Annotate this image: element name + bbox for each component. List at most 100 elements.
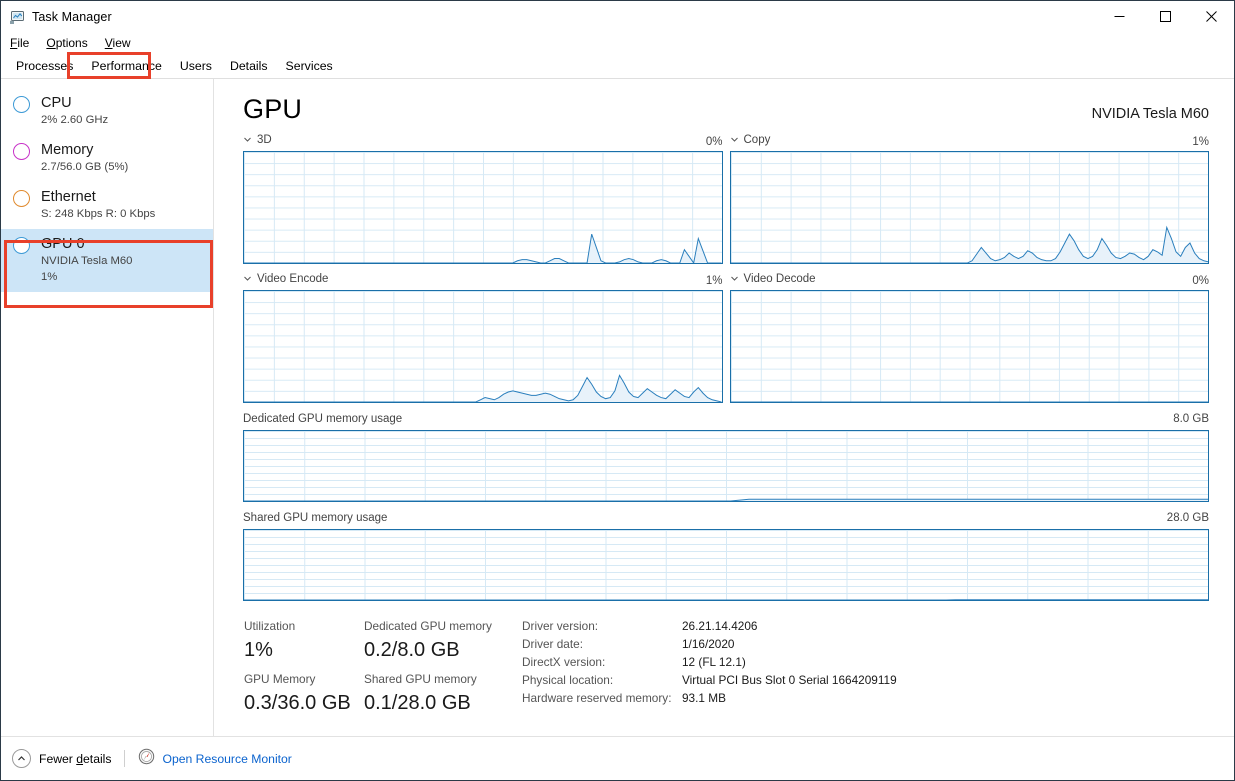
graph-video-encode[interactable] <box>243 290 723 403</box>
info-row: DirectX version: 12 (FL 12.1) <box>522 653 897 671</box>
graph-value: 1% <box>1192 135 1209 148</box>
fewer-details-button[interactable]: Fewer details <box>12 749 111 768</box>
sidebar-item-label: Ethernet <box>41 189 96 205</box>
info-key: Physical location: <box>522 673 614 687</box>
sidebar-item-label: Memory <box>41 142 94 158</box>
info-row: Physical location: Virtual PCI Bus Slot … <box>522 671 897 689</box>
graph-value: 1% <box>705 274 723 287</box>
sidebar-item-cpu[interactable]: CPU 2% 2.60 GHz <box>1 88 213 135</box>
stat-label: GPU Memory <box>244 672 316 686</box>
graph-value: 0% <box>1192 274 1209 287</box>
chevron-down-icon[interactable] <box>730 135 739 144</box>
memory-gauge-icon <box>13 143 30 160</box>
graph-plot <box>730 152 1208 263</box>
info-key: Driver version: <box>522 619 599 633</box>
gpu-header: GPU NVIDIA Tesla M60 <box>243 79 1209 125</box>
stat-label: Dedicated GPU memory <box>364 619 492 633</box>
graph-video-decode[interactable] <box>729 290 1209 403</box>
stat-value: 0.2/8.0 GB <box>364 639 460 661</box>
resource-monitor-label: Open Resource Monitor <box>162 751 292 766</box>
window-title: Task Manager <box>32 9 112 24</box>
sidebar-item-memory[interactable]: Memory 2.7/56.0 GB (5%) <box>1 135 213 182</box>
graph-label: Shared GPU memory usage <box>243 512 388 524</box>
info-key: DirectX version: <box>522 655 606 669</box>
graph-plot <box>244 431 1208 501</box>
window-controls <box>1096 1 1234 32</box>
tab-services[interactable]: Services <box>285 59 333 73</box>
gpu-stats: Utilization 1% GPU Memory 0.3/36.0 GB De… <box>243 617 1209 723</box>
task-manager-icon <box>9 9 25 25</box>
graph-grid <box>244 431 1208 501</box>
graph-grid <box>730 152 1208 263</box>
maximize-button[interactable] <box>1142 1 1188 32</box>
sidebar-item-label: CPU <box>41 95 72 111</box>
tab-details[interactable]: Details <box>229 59 268 73</box>
sidebar-item-gpu-0[interactable]: GPU 0 NVIDIA Tesla M60 1% <box>1 229 213 292</box>
info-row: Driver version: 26.21.14.4206 <box>522 617 897 635</box>
graph-row-2: Video Encode 1% <box>243 273 1209 403</box>
page-title: GPU <box>243 94 303 124</box>
graph-plot <box>244 291 722 402</box>
graph-row-1: 3D 0% Copy <box>243 134 1209 264</box>
graph-label: Dedicated GPU memory usage <box>243 413 403 425</box>
status-divider <box>124 750 126 767</box>
menu-options[interactable]: Options <box>46 36 88 50</box>
ethernet-gauge-icon <box>13 190 30 207</box>
graph-plot <box>244 530 1208 600</box>
stat-value: 0.3/36.0 GB <box>244 692 351 714</box>
graph-plot <box>244 152 722 263</box>
menu-view[interactable]: View <box>104 36 131 50</box>
graph-label: Copy <box>743 134 771 146</box>
graph-value: 0% <box>705 135 723 148</box>
graph-3d[interactable] <box>243 151 723 264</box>
graph-cell-copy: Copy 1% <box>729 134 1209 264</box>
sidebar-item-label: GPU 0 <box>41 236 85 252</box>
open-resource-monitor-link[interactable]: Open Resource Monitor <box>138 748 292 770</box>
chevron-down-icon[interactable] <box>243 135 252 144</box>
graph-cell-video-encode: Video Encode 1% <box>243 273 723 403</box>
sidebar-item-ethernet[interactable]: Ethernet S: 248 Kbps R: 0 Kbps <box>1 182 213 229</box>
stat-value: 0.1/28.0 GB <box>364 692 471 714</box>
status-bar: Fewer details Open Resource Monitor <box>1 736 1234 780</box>
tab-processes[interactable]: Processes <box>16 59 74 73</box>
info-key: Hardware reserved memory: <box>522 691 672 705</box>
device-name: NVIDIA Tesla M60 <box>1091 106 1209 122</box>
graph-shared-memory[interactable] <box>243 529 1209 601</box>
graph-label: Video Decode <box>743 273 816 285</box>
stat-label: Shared GPU memory <box>364 672 477 686</box>
close-button[interactable] <box>1188 1 1234 32</box>
menu-bar: File Options View <box>1 32 1234 54</box>
gpu-gauge-icon <box>13 237 30 254</box>
info-row: Driver date: 1/16/2020 <box>522 635 897 653</box>
graph-label: Video Encode <box>257 273 329 285</box>
gpu-detail-panel: GPU NVIDIA Tesla M60 3D 0% <box>214 79 1234 736</box>
minimize-button[interactable] <box>1096 1 1142 32</box>
chevron-up-icon <box>12 749 31 768</box>
graph-copy[interactable] <box>729 151 1209 264</box>
graph-dedicated-memory[interactable] <box>243 430 1209 502</box>
stat-label: Utilization <box>244 619 296 633</box>
info-value: 93.1 MB <box>682 691 726 705</box>
tab-users[interactable]: Users <box>179 59 212 73</box>
graph-cell-3d: 3D 0% <box>243 134 723 264</box>
info-value: 1/16/2020 <box>682 637 735 651</box>
menu-file[interactable]: File <box>10 36 30 50</box>
info-key: Driver date: <box>522 637 583 651</box>
stat-utilization: Utilization 1% GPU Memory 0.3/36.0 GB <box>244 617 364 723</box>
tab-strip: Processes Performance Users Details Serv… <box>1 54 1234 79</box>
stat-memory: Dedicated GPU memory 0.2/8.0 GB Shared G… <box>364 617 504 723</box>
graph-plot <box>731 291 1209 402</box>
tab-performance[interactable]: Performance <box>82 55 171 78</box>
shared-memory-block: Shared GPU memory usage 28.0 GB <box>243 512 1209 601</box>
gpu-info-table: Driver version: 26.21.14.4206 Driver dat… <box>522 617 897 723</box>
performance-sidebar: CPU 2% 2.60 GHz Memory 2.7/56.0 GB (5%) … <box>1 79 214 736</box>
fewer-details-label: Fewer details <box>39 751 112 766</box>
graph-grid <box>244 152 722 263</box>
sidebar-item-sub: 2.7/56.0 GB (5%) <box>41 161 129 173</box>
info-value: Virtual PCI Bus Slot 0 Serial 1664209119 <box>682 673 897 687</box>
graph-value: 8.0 GB <box>1173 413 1209 425</box>
chevron-down-icon[interactable] <box>243 274 252 283</box>
graph-grid <box>244 530 1208 600</box>
chevron-down-icon[interactable] <box>730 274 739 283</box>
